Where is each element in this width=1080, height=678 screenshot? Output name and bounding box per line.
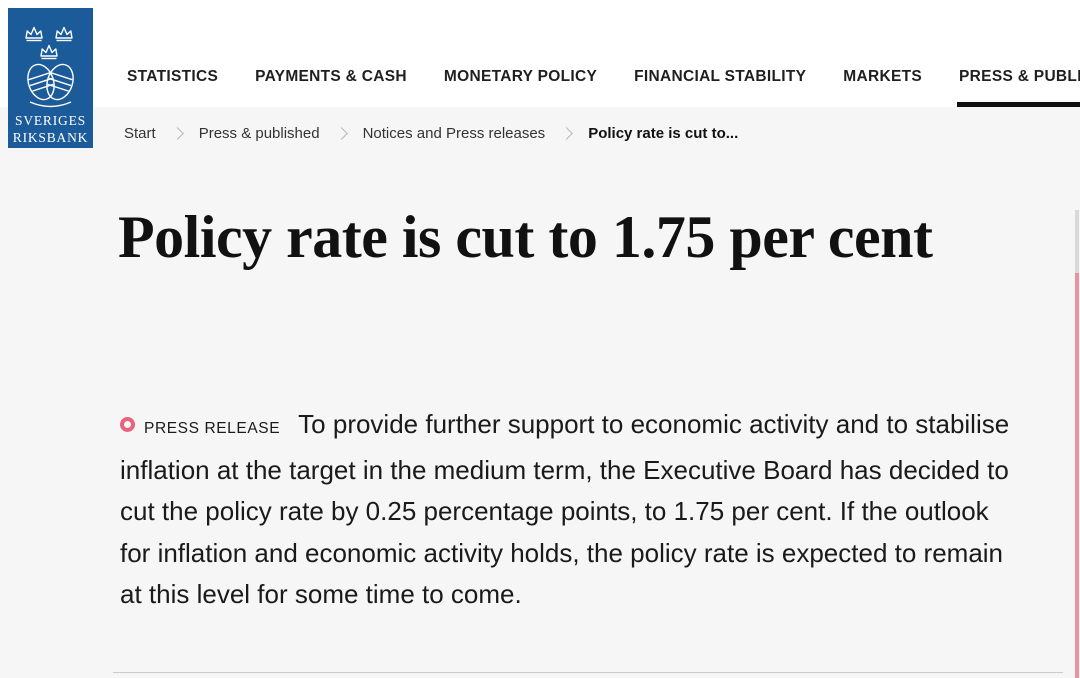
logo-wordmark-line2: RIKSBANK [12,130,89,145]
scrollbar-thumb[interactable] [1075,210,1079,273]
page-title: Policy rate is cut to 1.75 per cent [118,204,933,270]
page-background [0,107,1080,678]
scrollbar-track[interactable] [1075,273,1079,678]
breadcrumb-link[interactable]: Notices and Press releases [362,124,546,142]
chevron-right-icon [560,126,574,140]
chevron-right-icon [334,126,348,140]
chevron-right-icon [170,126,184,140]
riksbank-logo[interactable]: SVERIGES RIKSBANK [8,8,93,148]
section-divider [113,672,1063,673]
top-nav-bar: STATISTICS PAYMENTS & CASH MONETARY POLICY… [0,0,1080,107]
nav-item-press-published[interactable]: PRESS & PUBLISHED [957,68,1080,107]
press-release-icon [120,417,135,432]
press-release-label: PRESS RELEASE [144,420,281,437]
main-nav: STATISTICS PAYMENTS & CASH MONETARY POLICY… [127,0,1080,107]
nav-item-statistics[interactable]: STATISTICS [127,68,219,85]
breadcrumb: Start Press & published Notices and Press … [124,107,738,159]
breadcrumb-current: Policy rate is cut to... [588,124,739,142]
breadcrumb-link[interactable]: Start [124,124,156,142]
article-lead-text: To provide further support to economic a… [120,409,1010,609]
nav-item-financial-stability[interactable]: FINANCIAL STABILITY [634,68,807,85]
nav-item-payments-cash[interactable]: PAYMENTS & CASH [255,68,407,85]
three-crowns-emblem [25,26,74,108]
article-lead: PRESS RELEASE To provide further support … [120,404,1025,616]
nav-item-monetary-policy[interactable]: MONETARY POLICY [443,68,598,85]
logo-wordmark-line1: SVERIGES [15,113,86,128]
nav-item-markets[interactable]: MARKETS [843,68,923,85]
breadcrumb-link[interactable]: Press & published [198,124,320,142]
